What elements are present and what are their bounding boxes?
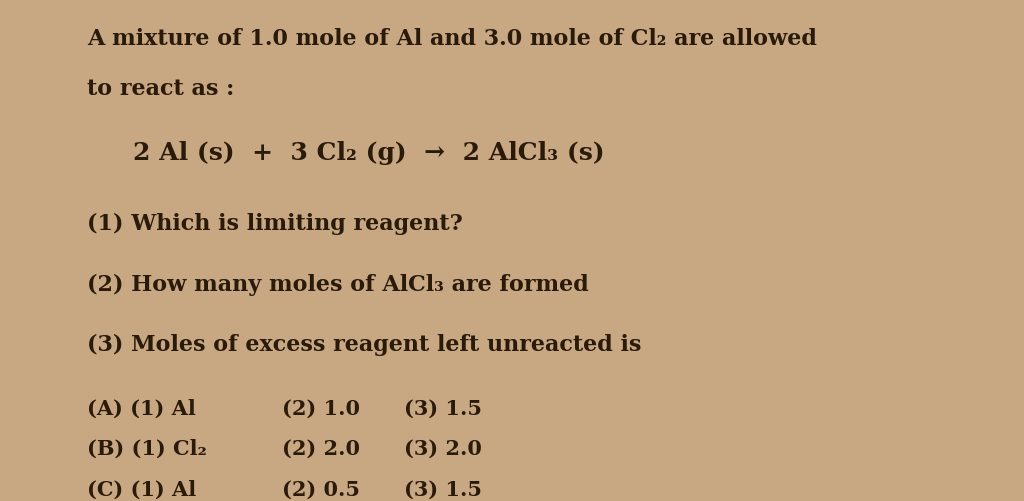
Text: (3) 2.0: (3) 2.0 <box>404 438 482 458</box>
Text: A mixture of 1.0 mole of Al and 3.0 mole of Cl₂ are allowed: A mixture of 1.0 mole of Al and 3.0 mole… <box>87 28 817 50</box>
Text: (2) 2.0: (2) 2.0 <box>282 438 359 458</box>
Text: (B) (1) Cl₂: (B) (1) Cl₂ <box>87 438 207 458</box>
Text: (2) How many moles of AlCl₃ are formed: (2) How many moles of AlCl₃ are formed <box>87 273 589 295</box>
Text: (3) 1.5: (3) 1.5 <box>404 478 482 498</box>
Text: (3) 1.5: (3) 1.5 <box>404 398 482 418</box>
Text: 2 Al (s)  +  3 Cl₂ (g)  →  2 AlCl₃ (s): 2 Al (s) + 3 Cl₂ (g) → 2 AlCl₃ (s) <box>133 140 605 164</box>
Text: (C) (1) Al: (C) (1) Al <box>87 478 197 498</box>
Text: (2) 0.5: (2) 0.5 <box>282 478 359 498</box>
Text: to react as :: to react as : <box>87 78 234 100</box>
Text: (1) Which is limiting reagent?: (1) Which is limiting reagent? <box>87 213 463 235</box>
Text: (3) Moles of excess reagent left unreacted is: (3) Moles of excess reagent left unreact… <box>87 333 641 355</box>
Text: (2) 1.0: (2) 1.0 <box>282 398 359 418</box>
Text: (A) (1) Al: (A) (1) Al <box>87 398 196 418</box>
